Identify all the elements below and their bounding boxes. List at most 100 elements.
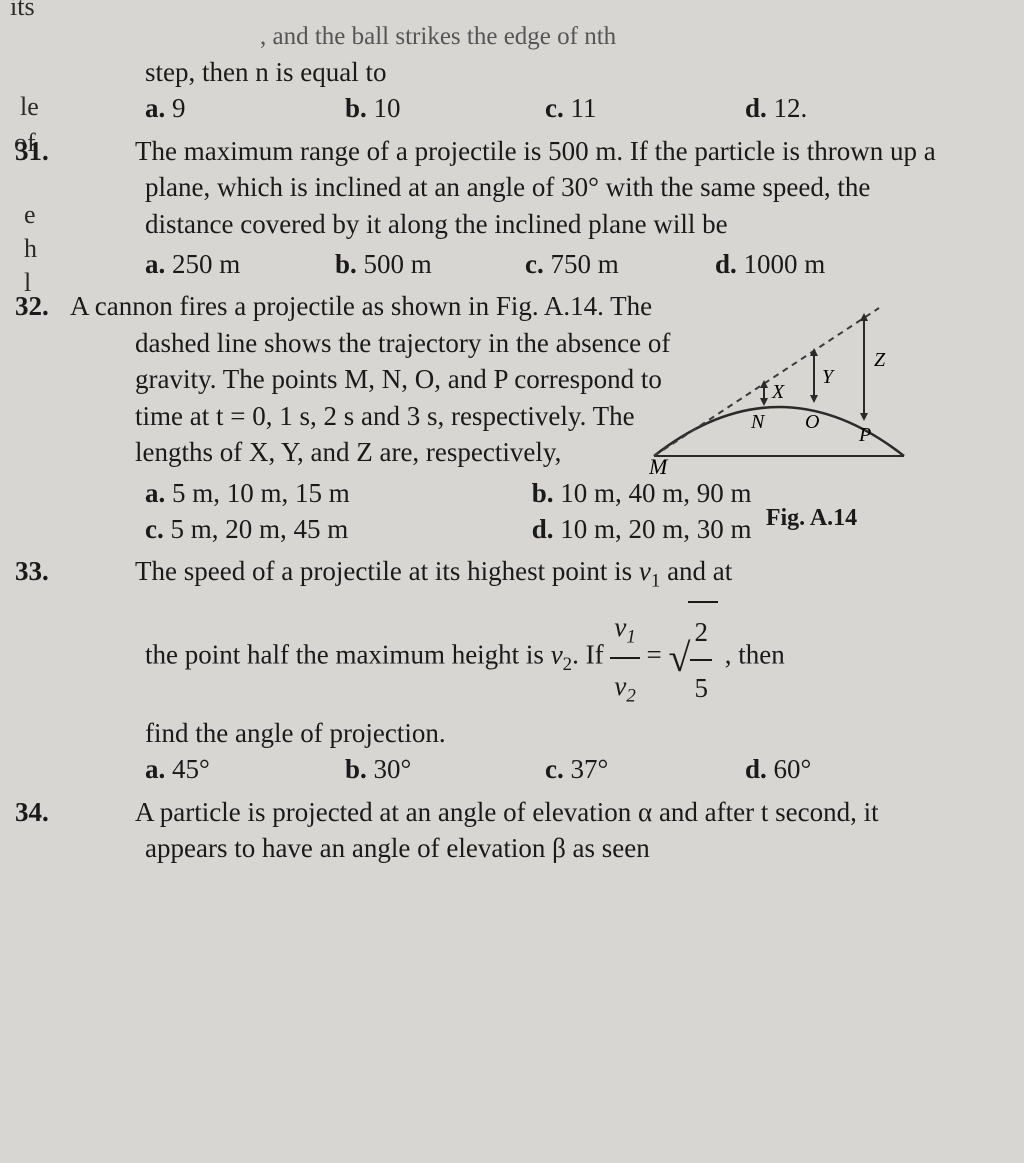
- q33-opt-a: a. 45°: [145, 751, 345, 787]
- label-Z: Z: [874, 349, 886, 371]
- q33-part1: The speed of a projectile at its highest…: [135, 556, 639, 586]
- q30-line2: step, then n is equal to: [80, 54, 964, 90]
- q33-line2: the point half the maximum height is v2.…: [80, 600, 964, 714]
- q33-v2: v: [551, 640, 563, 670]
- q31-opt-b: b. 500 m: [335, 246, 525, 282]
- sqrt-den: 5: [690, 661, 712, 715]
- question-34: 34.A particle is projected at an angle o…: [80, 794, 964, 867]
- margin-e: e: [24, 200, 36, 230]
- q32-body: A cannon fires a projectile as shown in …: [135, 288, 675, 470]
- frac-num-sub: 1: [626, 627, 635, 648]
- q33-options: a. 45° b. 30° c. 37° d. 60°: [80, 751, 964, 787]
- q31-opt-c: c. 750 m: [525, 246, 715, 282]
- opt-label-c: c.: [545, 93, 564, 123]
- q33-opt-b: b. 30°: [345, 751, 545, 787]
- trajectory-diagram: M N O P X Y Z: [649, 298, 909, 488]
- q33-v1: v: [639, 556, 651, 586]
- q31-opt-a-val: 250 m: [172, 249, 240, 279]
- margin-h: h: [24, 234, 37, 264]
- margin-its: its: [10, 0, 35, 22]
- q30-opt-c: c. 11: [545, 90, 745, 126]
- q31-opt-d: d. 1000 m: [715, 246, 905, 282]
- q31-opt-c-val: 750 m: [550, 249, 618, 279]
- opt-label-d: d.: [745, 754, 767, 784]
- q33-num: 33.: [80, 553, 135, 589]
- opt-label-b: b.: [532, 478, 554, 508]
- q32-opt-a: a. 5 m, 10 m, 15 m: [145, 475, 525, 511]
- label-X: X: [771, 381, 785, 403]
- q31-opt-a: a. 250 m: [145, 246, 335, 282]
- q32-opt-a-val: 5 m, 10 m, 15 m: [172, 478, 350, 508]
- q33-opt-d: d. 60°: [745, 751, 945, 787]
- opt-label-b: b.: [345, 754, 367, 784]
- opt-label-c: c.: [145, 514, 164, 544]
- q33-part3: the point half the maximum height is: [145, 640, 551, 670]
- q33-line1: 33.The speed of a projectile at its high…: [80, 553, 964, 594]
- q33-fraction-v: v1 v2: [610, 600, 639, 714]
- q33-opt-b-val: 30°: [374, 754, 412, 784]
- frac-den-sub: 2: [626, 685, 635, 706]
- q30-opt-a-val: 9: [172, 93, 186, 123]
- page-content: , and the ball strikes the edge of nth s…: [80, 20, 964, 867]
- q30-opt-b: b. 10: [345, 90, 545, 126]
- opt-label-b: b.: [345, 93, 367, 123]
- fig-caption: Fig. A.14: [714, 502, 974, 534]
- label-Y: Y: [822, 366, 835, 388]
- question-33: 33.The speed of a projectile at its high…: [80, 553, 964, 787]
- q32-opt-c-val: 5 m, 20 m, 45 m: [170, 514, 348, 544]
- opt-label-c: c.: [525, 249, 544, 279]
- q30-opt-b-val: 10: [374, 93, 401, 123]
- q33-v1-sub: 1: [651, 571, 660, 592]
- q30-opt-d-val: 12.: [774, 93, 808, 123]
- opt-label-a: a.: [145, 93, 165, 123]
- q33-part5: , then: [725, 640, 785, 670]
- question-31: 31.The maximum range of a projectile is …: [80, 133, 964, 283]
- q32-figure: M N O P X Y Z Fig. A.14: [714, 298, 974, 534]
- q30-opt-a: a. 9: [145, 90, 345, 126]
- q33-equals: =: [647, 640, 669, 670]
- opt-label-a: a.: [145, 249, 165, 279]
- label-P: P: [858, 424, 871, 446]
- q30-opt-d: d. 12.: [745, 90, 945, 126]
- q31-opt-d-val: 1000 m: [744, 249, 826, 279]
- opt-label-b: b.: [335, 249, 357, 279]
- q32-opt-c: c. 5 m, 20 m, 45 m: [145, 511, 525, 547]
- opt-label-d: d.: [532, 514, 554, 544]
- q30-line2-text: step, then n is equal to: [145, 57, 386, 87]
- q33-opt-c-val: 37°: [570, 754, 608, 784]
- q30-fragment1: , and the ball strikes the edge of nth: [80, 20, 964, 54]
- opt-label-d: d.: [715, 249, 737, 279]
- q31-body: The maximum range of a projectile is 500…: [135, 136, 936, 239]
- q34-num: 34.: [80, 794, 135, 830]
- margin-le: le: [20, 92, 39, 122]
- opt-label-c: c.: [545, 754, 564, 784]
- opt-label-d: d.: [745, 93, 767, 123]
- q31-opt-b-val: 500 m: [364, 249, 432, 279]
- q33-v2-sub: 2: [563, 654, 572, 675]
- q33-line3: find the angle of projection.: [80, 715, 964, 751]
- q33-part2: and at: [660, 556, 732, 586]
- q31-num: 31.: [80, 133, 135, 169]
- q32-text-row: 32.A cannon fires a projectile as shown …: [80, 288, 964, 470]
- label-O: O: [805, 411, 819, 433]
- q34-text: 34.A particle is projected at an angle o…: [80, 794, 964, 867]
- frac-num-v: v: [614, 612, 626, 642]
- sqrt-num: 2: [690, 605, 712, 661]
- q33-opt-c: c. 37°: [545, 751, 745, 787]
- question-30-partial: , and the ball strikes the edge of nth s…: [80, 20, 964, 127]
- opt-label-a: a.: [145, 754, 165, 784]
- q33-part4: . If: [572, 640, 610, 670]
- q34-body: A particle is projected at an angle of e…: [135, 797, 879, 863]
- label-N: N: [750, 411, 766, 433]
- q30-options: a. 9 b. 10 c. 11 d. 12.: [80, 90, 964, 126]
- q33-opt-a-val: 45°: [172, 754, 210, 784]
- sqrt-icon: √: [669, 638, 691, 678]
- q31-text: 31.The maximum range of a projectile is …: [80, 133, 964, 242]
- frac-den-v: v: [614, 671, 626, 701]
- q33-sqrt: √ 2 5: [669, 601, 718, 715]
- opt-label-a: a.: [145, 478, 165, 508]
- q31-options: a. 250 m b. 500 m c. 750 m d. 1000 m: [80, 246, 964, 282]
- q30-opt-c-val: 11: [570, 93, 596, 123]
- question-32: 32.A cannon fires a projectile as shown …: [80, 288, 964, 547]
- label-M: M: [649, 454, 669, 479]
